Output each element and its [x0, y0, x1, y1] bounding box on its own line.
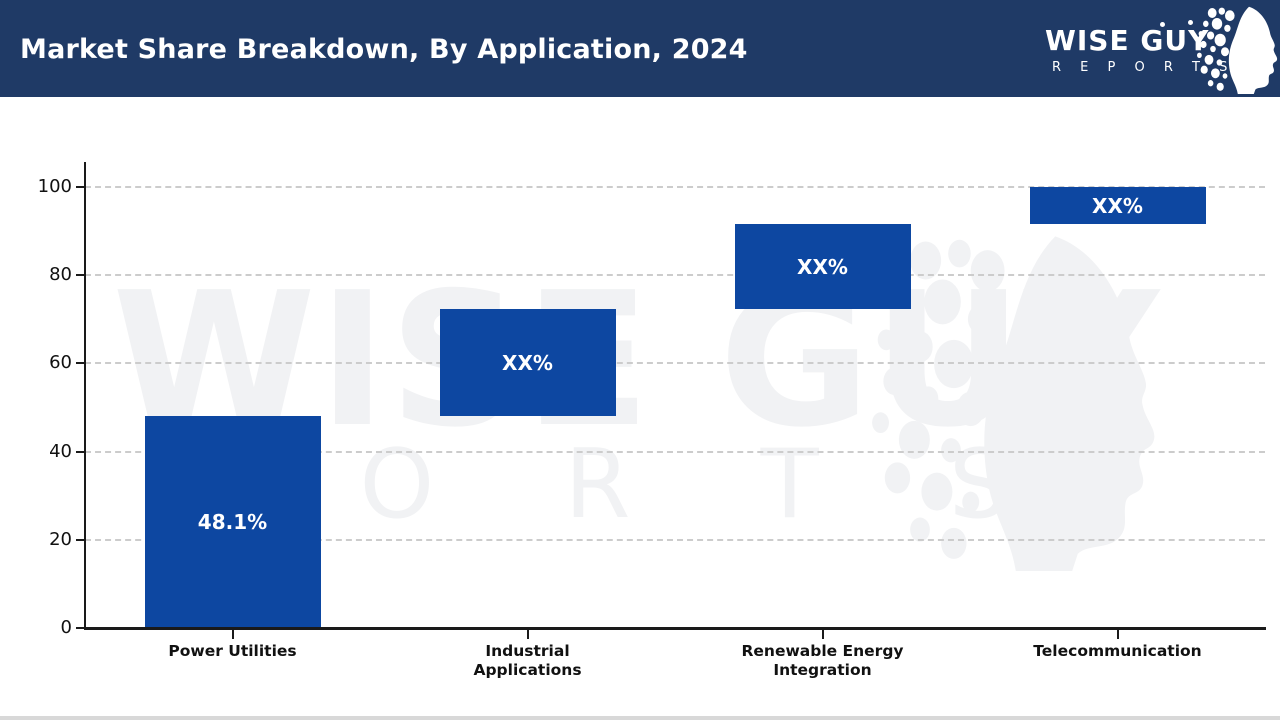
bottom-border-line: [0, 716, 1280, 720]
logo-dot-icon: [1188, 20, 1193, 25]
grid-line: [85, 362, 1265, 365]
header-banner: Market Share Breakdown, By Application, …: [0, 0, 1280, 97]
x-axis-line: [84, 627, 1266, 630]
y-axis-tick: [76, 450, 84, 453]
watermark-head-icon: [872, 236, 1155, 571]
grid-line: [85, 274, 1265, 277]
logo-dot-icon: [1160, 22, 1165, 27]
y-axis-tick: [76, 186, 84, 188]
y-axis-tick-label: 60: [49, 352, 72, 374]
bar-value-label: 48.1%: [197, 509, 268, 534]
bar-value-label: XX%: [502, 350, 553, 375]
bar-value-label: XX%: [797, 254, 848, 279]
grid-line: [85, 450, 1265, 453]
logo-wordmark: WISE GUY: [1045, 24, 1210, 57]
x-axis-category-label: Industrial Applications: [473, 642, 582, 679]
x-axis-category-label: Telecommunication: [1033, 642, 1202, 660]
y-axis-tick-label: 40: [49, 440, 72, 462]
logo-reports-text: R E P O R T S: [1052, 60, 1235, 75]
x-axis-tick: [526, 630, 529, 639]
y-axis-tick-label: 80: [49, 264, 72, 286]
logo-head-icon: [1197, 6, 1278, 94]
bar-value-label: XX%: [1092, 193, 1143, 218]
x-axis-tick: [231, 630, 234, 639]
y-axis-tick-label: 20: [49, 528, 72, 550]
chart-title: Market Share Breakdown, By Application, …: [20, 34, 748, 65]
y-axis-tick-label: 100: [37, 176, 72, 197]
x-axis-tick: [1116, 630, 1119, 639]
y-axis-tick-label: 0: [60, 617, 72, 638]
bar-power-utilities: 48.1%: [144, 415, 321, 628]
x-axis-category-label: Renewable Energy Integration: [741, 642, 904, 679]
y-axis-tick: [76, 362, 84, 365]
bar-telecommunication: XX%: [1029, 187, 1206, 225]
grid-line: [85, 538, 1265, 541]
y-axis-tick: [76, 627, 84, 629]
bar-industrial-applications: XX%: [439, 309, 616, 416]
y-axis-tick: [76, 274, 84, 277]
y-axis-line: [84, 162, 86, 630]
bar-renewable-energy-integration: XX%: [734, 224, 911, 310]
grid-line: [85, 186, 1265, 188]
x-axis-tick: [821, 630, 824, 639]
x-axis-category-label: Power Utilities: [168, 642, 297, 660]
y-axis-tick: [76, 538, 84, 541]
